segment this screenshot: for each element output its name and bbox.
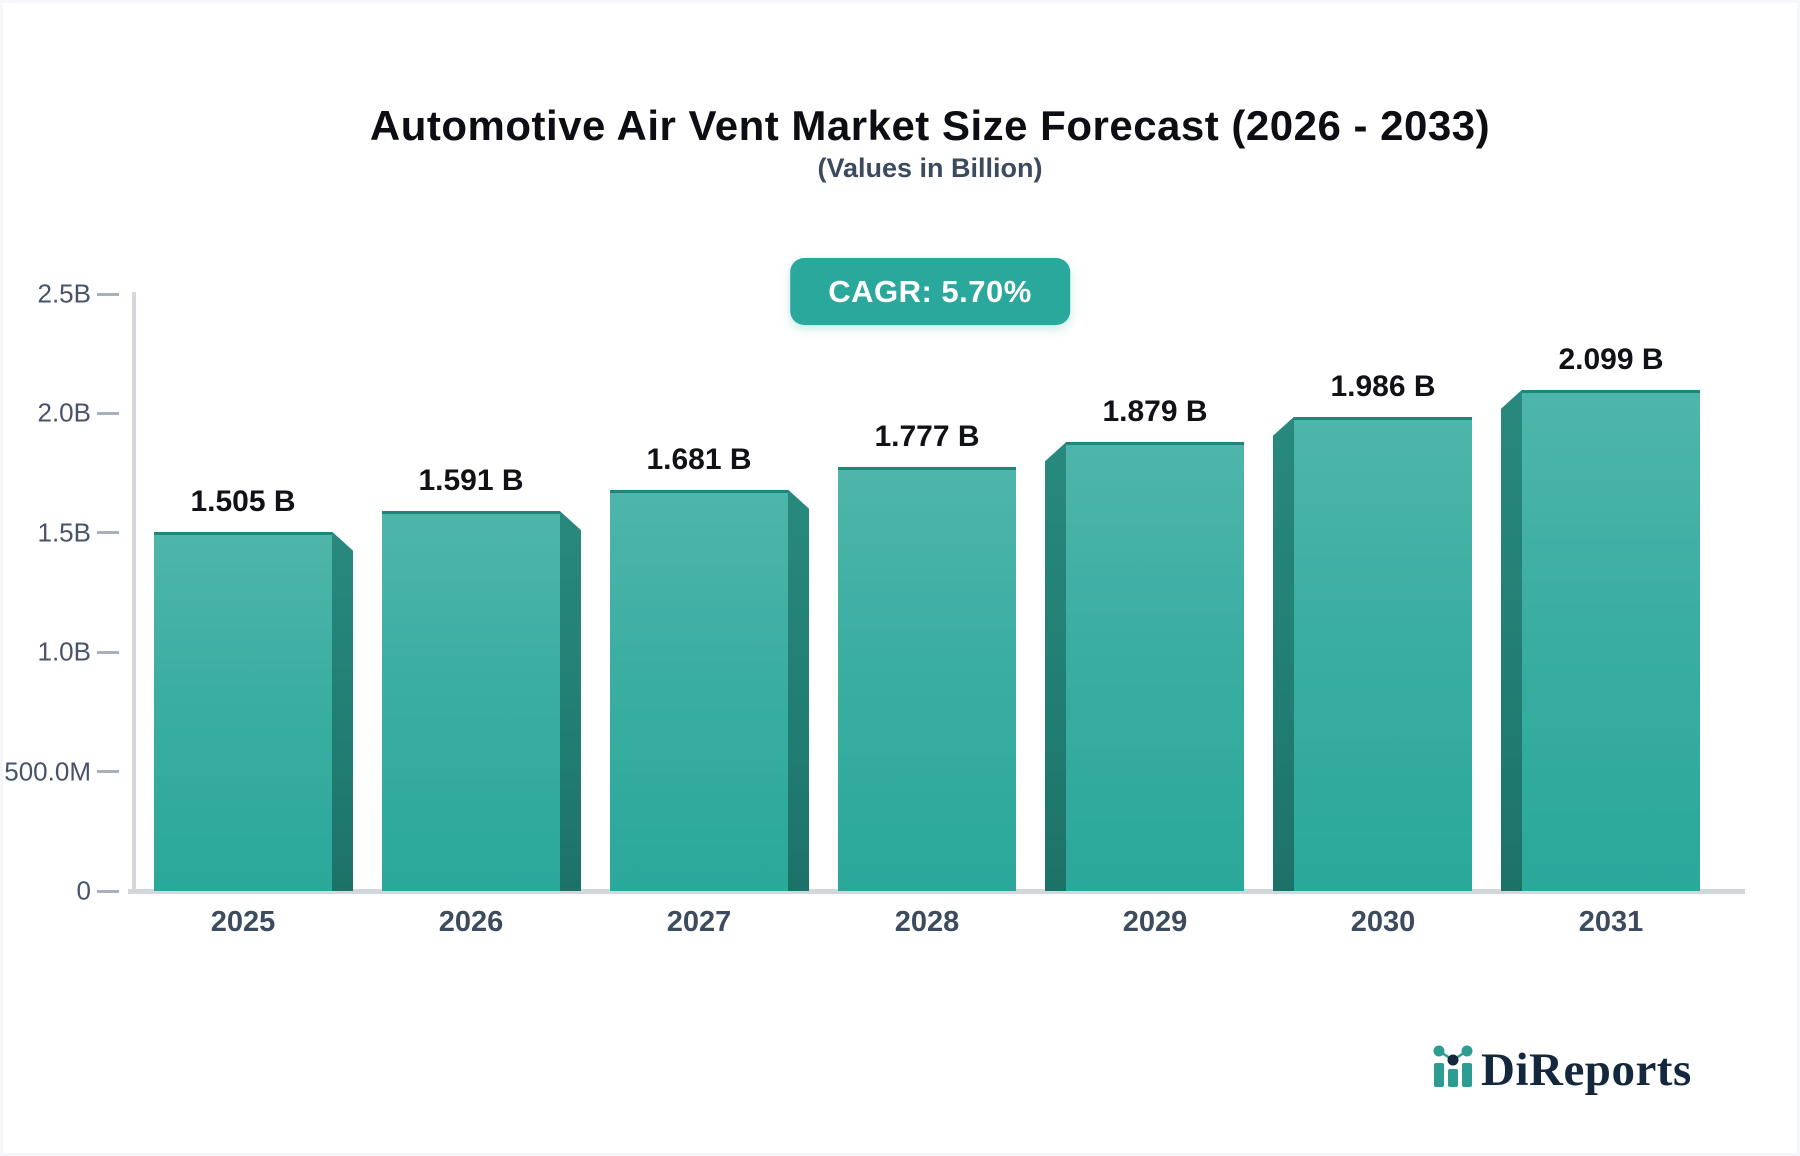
y-axis-tick-label: 500.0M: [4, 756, 91, 787]
bar-2031[interactable]: [1522, 389, 1700, 891]
x-axis-label-2027: 2027: [666, 906, 732, 938]
x-axis-label-2030: 2030: [1350, 906, 1416, 938]
logo-text: DiReports: [1481, 1044, 1692, 1096]
bar-2030[interactable]: [1294, 416, 1472, 891]
direports-logo: DiReports: [1431, 1039, 1692, 1094]
bar-value-label-2027: 1.681 B: [646, 442, 752, 476]
x-axis-label-2025: 2025: [210, 906, 276, 938]
y-axis-tick-label: 1.0B: [37, 636, 92, 667]
y-axis-tick: [97, 292, 119, 296]
cagr-badge-label: CAGR: 5.70%: [828, 273, 1032, 309]
x-axis-label-2028: 2028: [894, 906, 960, 938]
y-axis-tick: [97, 411, 119, 415]
bar-3d-side-2029: [1045, 442, 1066, 891]
bar-2026[interactable]: [382, 511, 560, 891]
y-axis-tick-label: 2.0B: [37, 397, 92, 428]
bar-2029[interactable]: [1066, 442, 1244, 891]
bar-2028[interactable]: [838, 466, 1016, 891]
chart-title: Automotive Air Vent Market Size Forecast…: [369, 102, 1491, 149]
logo-bar-line-chart-icon: [1431, 1039, 1475, 1094]
y-axis-tick-label: 2.5B: [37, 278, 92, 309]
bar-2027[interactable]: [610, 489, 788, 891]
y-axis-tick: [97, 531, 119, 535]
bar-2025[interactable]: [154, 531, 332, 891]
x-axis-label-2029: 2029: [1122, 906, 1188, 938]
x-axis-line: [128, 889, 1745, 894]
bar-value-label-2025: 1.505 B: [190, 484, 296, 518]
bar-value-label-2030: 1.986 B: [1330, 369, 1436, 403]
bar-3d-side-2027: [788, 489, 809, 891]
y-axis-tick: [97, 770, 119, 774]
y-axis-line: [132, 292, 136, 893]
bar-value-label-2029: 1.879 B: [1102, 395, 1208, 429]
x-axis-label-2031: 2031: [1578, 906, 1644, 938]
y-axis-tick-label: 0: [76, 875, 91, 906]
bar-3d-side-2030: [1273, 416, 1294, 891]
bar-3d-side-2026: [560, 511, 581, 891]
x-axis-label-2026: 2026: [438, 906, 504, 938]
y-axis-tick: [97, 889, 119, 893]
cagr-badge: CAGR: 5.70%: [790, 258, 1070, 325]
bar-3d-side-2025: [332, 531, 353, 891]
chart-subtitle: (Values in Billion): [817, 153, 1043, 183]
y-axis-tick-label: 1.5B: [37, 517, 92, 548]
bar-3d-side-2031: [1501, 389, 1522, 891]
y-axis-tick: [97, 650, 119, 654]
bar-value-label-2026: 1.591 B: [418, 464, 524, 498]
bar-value-label-2028: 1.777 B: [874, 419, 980, 453]
bar-value-label-2031: 2.099 B: [1558, 342, 1664, 376]
